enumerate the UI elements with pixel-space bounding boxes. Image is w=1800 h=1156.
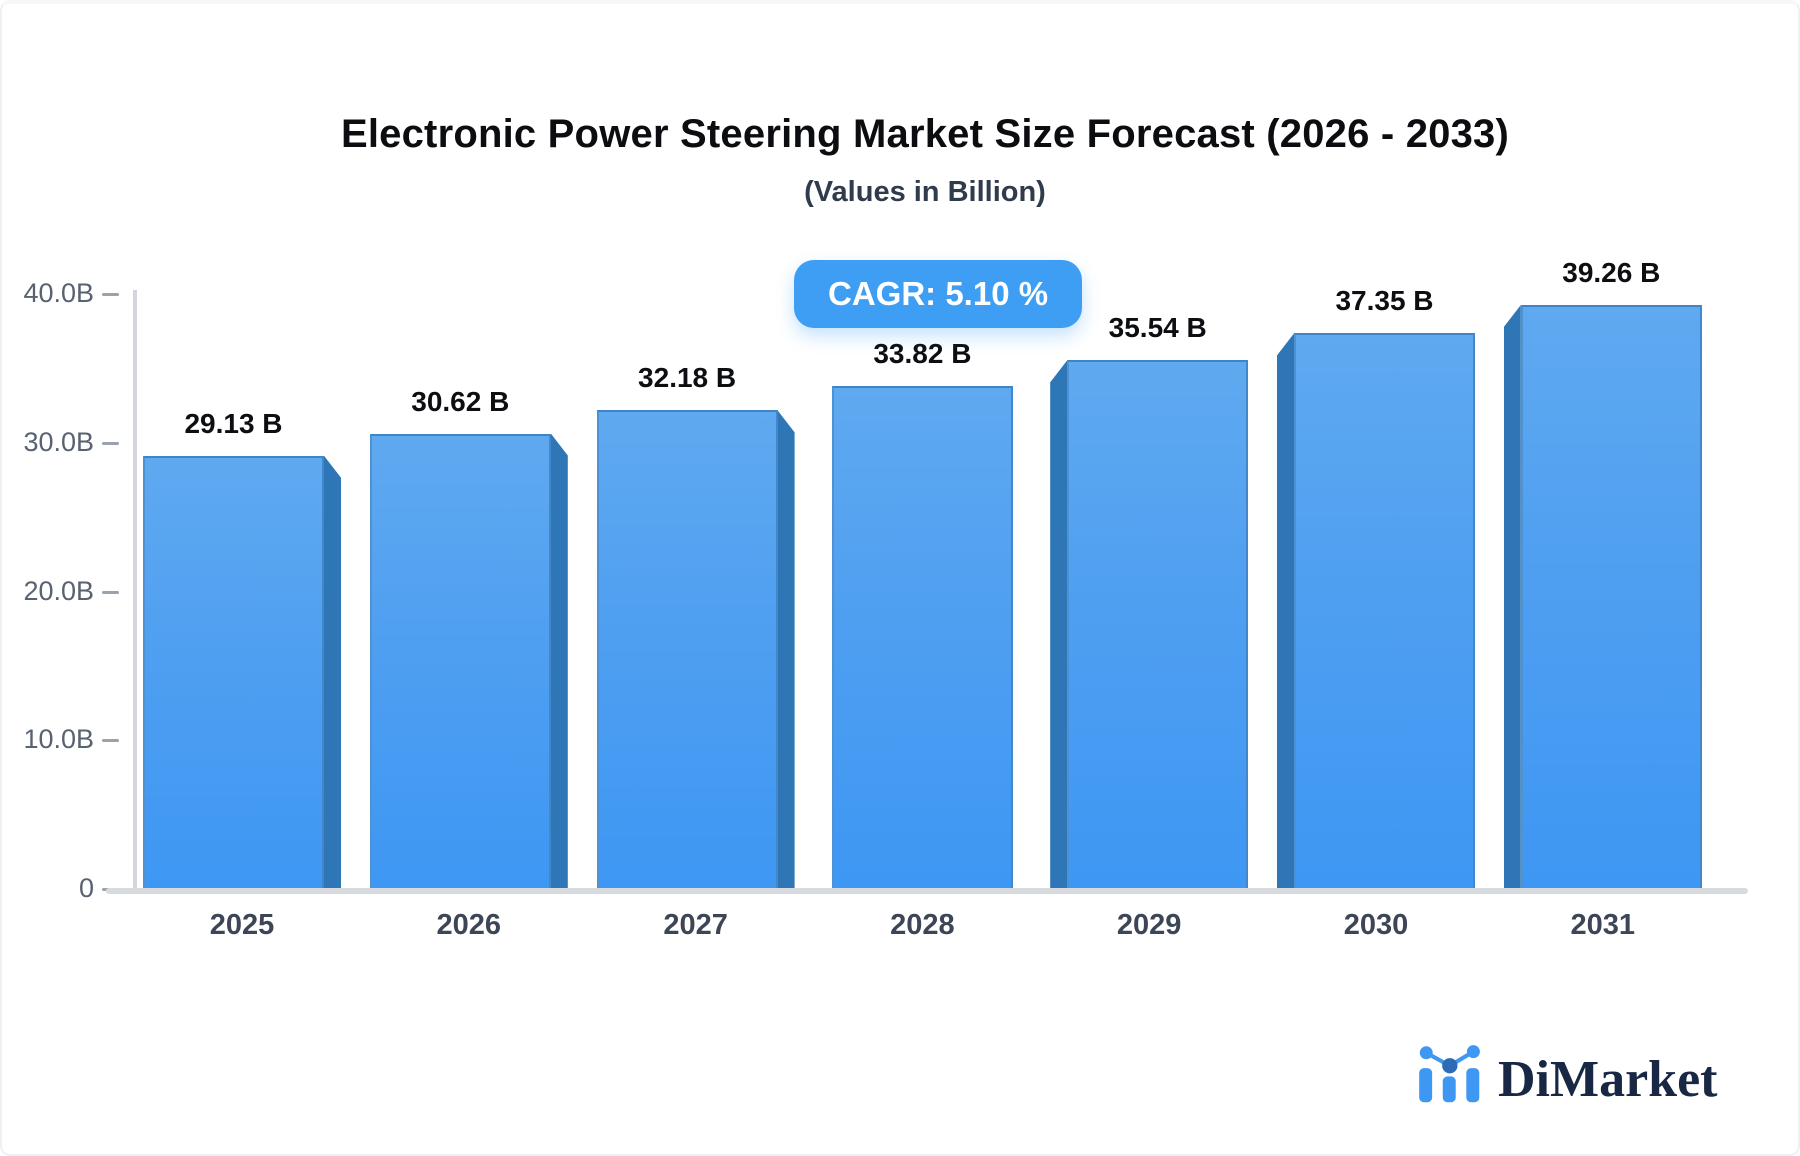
x-axis-label: 2026 [436, 909, 502, 941]
bar-value-label: 29.13 B [184, 407, 283, 439]
bar-2026 [369, 433, 551, 889]
bar-chart-plot-area: 40.0B 30.0B 20.0B 10.0B 0 29.13 B 2025 30.62 B 2… [2, 4, 1798, 1154]
bar-3d-side [1503, 305, 1521, 889]
x-axis-label: 2031 [1570, 909, 1636, 941]
y-axis-label: 20.0B [23, 575, 94, 606]
bar-value-label: 35.54 B [1108, 312, 1207, 344]
x-axis-label: 2025 [209, 909, 275, 941]
bar-chart-logo-icon [1418, 1044, 1484, 1109]
bar-3d-side [324, 455, 341, 889]
bar-2030 [1294, 333, 1475, 889]
bar-value-label: 32.18 B [638, 362, 737, 394]
chart-subtitle: (Values in Billion) [804, 176, 1046, 208]
x-axis-baseline [106, 888, 1748, 894]
bar-value-label: 33.82 B [873, 337, 972, 369]
bar-3d-side [777, 410, 795, 889]
bar-3d-side [550, 433, 568, 889]
bar-value-label: 30.62 B [411, 385, 510, 417]
bar-3d-side [1277, 333, 1294, 889]
bar-2029 [1067, 360, 1249, 889]
bar-2031 [1520, 305, 1702, 889]
cagr-badge: CAGR: 5.10 % [794, 260, 1083, 328]
chart-title: Electronic Power Steering Market Size Fo… [340, 112, 1510, 156]
bar-value-label: 37.35 B [1335, 285, 1434, 317]
bar-3d-side [1050, 360, 1068, 889]
x-axis-label: 2027 [663, 909, 728, 941]
y-axis-tick [102, 293, 119, 296]
y-axis-tick [102, 590, 119, 594]
brand-logo: DiMarket [1418, 1044, 1717, 1109]
y-axis-label: 10.0B [23, 724, 94, 755]
bar-2028 [831, 385, 1013, 889]
bar-2027 [596, 410, 778, 889]
y-axis-tick [102, 739, 119, 743]
y-axis-label: 40.0B [23, 278, 94, 308]
x-axis-label: 2030 [1343, 909, 1409, 941]
bar-value-label: 39.26 B [1562, 257, 1661, 288]
y-axis-tick [102, 441, 119, 445]
x-axis-label: 2028 [890, 909, 955, 941]
y-axis-line [133, 290, 137, 893]
brand-wordmark: DiMarket [1498, 1051, 1718, 1108]
bar-2025 [143, 455, 324, 889]
y-axis-label: 30.0B [23, 426, 94, 457]
x-axis-label: 2029 [1116, 909, 1182, 941]
y-axis-label: 0 [78, 873, 94, 903]
